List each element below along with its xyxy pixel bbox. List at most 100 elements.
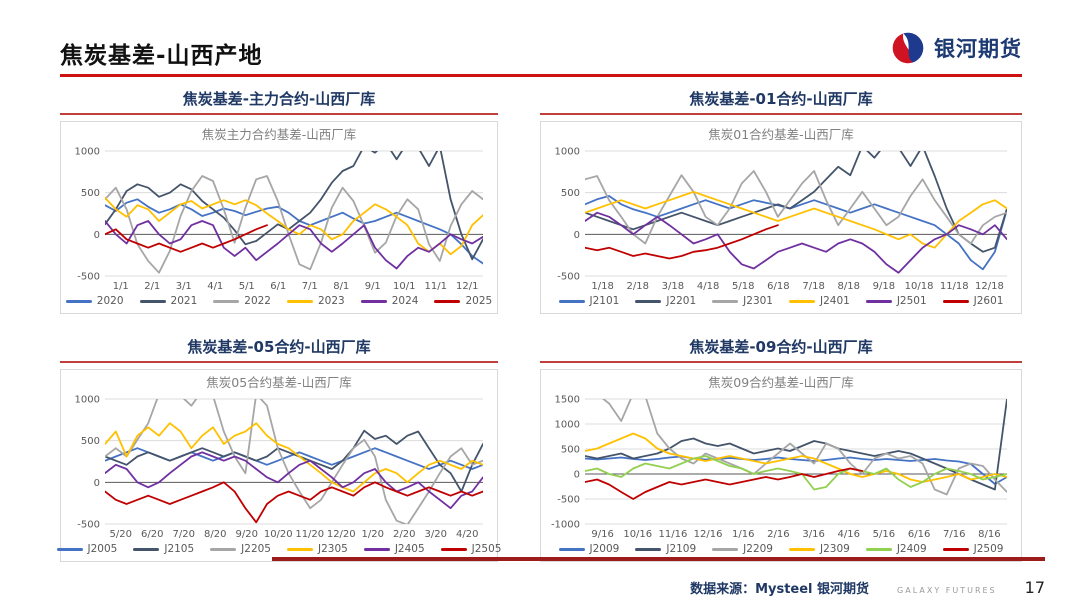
x-tick-label: 6/16 — [908, 529, 930, 540]
legend-swatch — [213, 299, 240, 303]
y-tick-label: 1000 — [75, 395, 100, 406]
series-line-J2105 — [105, 429, 483, 493]
series-line-J2501 — [585, 211, 1007, 274]
x-tick-label: 10/16 — [623, 529, 652, 540]
y-tick-label: 0 — [574, 470, 580, 481]
x-tick-label: 3/18 — [662, 281, 684, 292]
legend-label: J2205 — [241, 543, 271, 555]
legend-item-2021: 2021 — [139, 295, 197, 307]
series-line-2021 — [105, 151, 483, 261]
legend-swatch — [789, 299, 815, 303]
legend-swatch — [712, 547, 739, 551]
x-tick-label: 1/16 — [732, 529, 754, 540]
series-line-2020 — [105, 198, 483, 265]
x-tick-label: 2/18 — [627, 281, 649, 292]
y-tick-label: 1000 — [555, 420, 580, 431]
legend-swatch — [635, 299, 662, 303]
x-tick-label: 11/20 — [295, 529, 324, 540]
galaxy-logo-icon — [892, 32, 924, 64]
x-tick-label: 6/1 — [270, 281, 286, 292]
chart-panel-05-contract: 焦炭基差-05合约-山西厂库 焦炭05合约基差-山西厂库 1000 500 0 -50… — [56, 336, 501, 562]
chart-inner-title: 焦炭09合约基差-山西厂库 — [708, 375, 854, 390]
legend-item-J2209: J2209 — [712, 543, 773, 555]
x-tick-label: 9/20 — [236, 529, 258, 540]
x-tick-label: 4/1 — [207, 281, 223, 292]
series-line-J2301 — [585, 170, 1007, 245]
legend-item-J2405: J2405 — [363, 543, 425, 555]
x-tick-label: 5/1 — [239, 281, 255, 292]
legend-swatch — [789, 547, 815, 551]
panel-title: 焦炭基差-09合约-山西厂库 — [540, 336, 1022, 363]
chart-legend: 2020 2021 2022 2023 2024 2025 — [65, 293, 492, 311]
line-chart-05-contract: 1000 500 0 -500 5/20 6/20 7/20 8/20 9/20 10/20 11/… — [75, 395, 483, 540]
y-tick-label: -500 — [557, 495, 580, 506]
series-line-J2401 — [585, 190, 1007, 249]
legend-label: J2101 — [589, 295, 620, 307]
series-line-J2405 — [105, 451, 483, 510]
legend-label: J2409 — [896, 543, 927, 555]
page-title: 焦炭基差-山西产地 — [60, 43, 263, 69]
x-tick-label: 4/16 — [838, 529, 860, 540]
legend-label: J2405 — [394, 543, 425, 555]
legend-swatch — [635, 547, 662, 551]
legend-swatch — [942, 299, 969, 303]
chart-legend: J2101 J2201 J2301 J2401 J2501 J2601 — [547, 293, 1015, 311]
legend-label: 2024 — [391, 295, 419, 307]
legend-item-J2205: J2205 — [210, 543, 271, 555]
chart-inner-title: 焦炭05合约基差-山西厂库 — [206, 375, 352, 390]
legend-item-J2505: J2505 — [440, 543, 502, 555]
chart-frame: 焦炭09合约基差-山西厂库 1500 1000 500 0 -500 -1000 9/16 1… — [540, 369, 1022, 562]
legend-item-J2309: J2309 — [789, 543, 850, 555]
legend-label: J2209 — [743, 543, 773, 555]
chart-panel-09-contract: 焦炭基差-09合约-山西厂库 焦炭09合约基差-山西厂库 1500 1000 500… — [540, 336, 1022, 562]
y-tick-label: 500 — [561, 445, 580, 456]
y-tick-label: 1000 — [555, 147, 580, 158]
legend-label: J2105 — [164, 543, 195, 555]
legend-swatch — [434, 299, 461, 303]
legend-item-J2409: J2409 — [865, 543, 927, 555]
legend-label: J2305 — [318, 543, 348, 555]
legend-item-J2201: J2201 — [635, 295, 696, 307]
legend-swatch — [287, 547, 313, 551]
x-tick-label: 3/16 — [802, 529, 824, 540]
panel-title: 焦炭基差-主力合约-山西厂库 — [60, 88, 498, 115]
x-tick-label: 6/20 — [141, 529, 163, 540]
legend-label: J2505 — [471, 543, 502, 555]
legend-label: J2501 — [896, 295, 927, 307]
legend-label: 2025 — [465, 295, 493, 307]
x-tick-label: 5/16 — [873, 529, 895, 540]
series-line-J2205 — [105, 399, 483, 524]
footer-brand: GALAXY FUTURES — [897, 586, 997, 595]
brand-name: 银河期货 — [934, 37, 1022, 61]
x-tick-label: 8/1 — [333, 281, 349, 292]
x-tick-label: 4/20 — [456, 529, 478, 540]
legend-label: 2020 — [96, 295, 124, 307]
legend-item-2024: 2024 — [360, 295, 419, 307]
series-line-2023 — [105, 196, 483, 256]
x-tick-label: 12/18 — [975, 281, 1004, 292]
legend-swatch — [865, 299, 892, 303]
y-tick-label: -500 — [557, 272, 580, 283]
series-line-J2509 — [585, 467, 864, 500]
legend-item-2025: 2025 — [434, 295, 492, 307]
line-chart-09-contract: 1500 1000 500 0 -500 -1000 9/16 10/16 11/16 12/16… — [551, 395, 1007, 540]
x-tick-label: 10/18 — [905, 281, 934, 292]
footer: 数据来源：Mysteel 银河期货 GALAXY FUTURES 17 — [690, 578, 1045, 597]
y-tick-label: 0 — [574, 230, 580, 241]
legend-item-J2301: J2301 — [712, 295, 773, 307]
y-tick-label: 0 — [94, 230, 100, 241]
legend-label: J2005 — [87, 543, 118, 555]
x-tick-label: 6/18 — [767, 281, 789, 292]
legend-item-J2109: J2109 — [635, 543, 696, 555]
legend-swatch — [942, 547, 969, 551]
x-tick-label: 2/1 — [144, 281, 160, 292]
legend-label: J2601 — [973, 295, 1004, 307]
x-tick-label: 2/16 — [767, 529, 789, 540]
series-line-J2209 — [601, 399, 1007, 496]
series-line-J2101 — [585, 195, 1007, 271]
chart-frame: 焦炭05合约基差-山西厂库 1000 500 0 -500 5/20 6/20 7/20 8/… — [56, 369, 501, 562]
x-tick-label: 1/18 — [591, 281, 613, 292]
x-tick-label: 9/16 — [591, 529, 613, 540]
legend-item-J2101: J2101 — [558, 295, 620, 307]
x-tick-label: 9/1 — [365, 281, 381, 292]
